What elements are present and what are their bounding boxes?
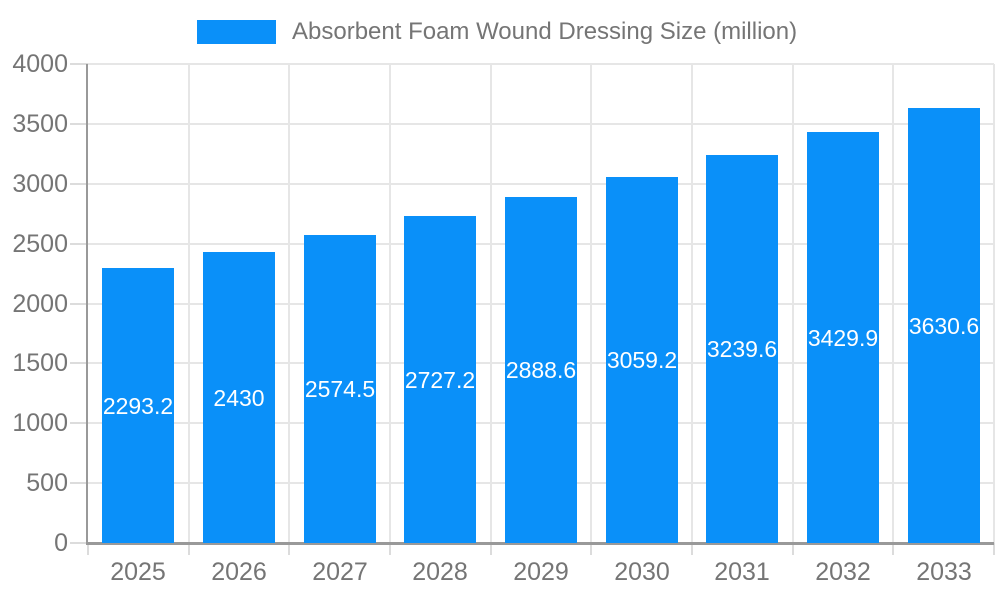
y-tick-label: 500: [26, 469, 68, 497]
x-axis-tick: [490, 543, 492, 555]
y-tick-label: 1500: [12, 349, 68, 377]
bar-value-label: 2430: [213, 385, 265, 411]
y-tick-label: 3500: [12, 110, 68, 138]
x-axis-tick: [892, 543, 894, 555]
y-tick-label: 2500: [12, 230, 68, 258]
bar-value-label: 2727.2: [404, 367, 476, 393]
x-axis-tick: [188, 543, 190, 555]
x-axis-line: [86, 542, 994, 545]
legend-item[interactable]: Absorbent Foam Wound Dressing Size (mill…: [197, 18, 797, 46]
bar-value-label: 3630.6: [908, 313, 980, 339]
y-tick-label: 0: [54, 529, 68, 557]
x-tick-label: 2027: [312, 558, 368, 586]
x-gridline: [188, 64, 190, 543]
x-tick-label: 2026: [211, 558, 267, 586]
x-axis-tick: [389, 543, 391, 555]
x-gridline: [993, 64, 995, 543]
y-axis-tick: [70, 542, 88, 544]
bar-2025: [102, 268, 174, 543]
y-axis-tick: [70, 422, 88, 424]
x-gridline: [892, 64, 894, 543]
bar-value-label: 2888.6: [505, 357, 577, 383]
y-axis-tick: [70, 183, 88, 185]
y-axis-tick: [70, 482, 88, 484]
x-gridline: [490, 64, 492, 543]
bar-2032: [807, 132, 879, 543]
y-axis-tick: [70, 123, 88, 125]
bar-value-label: 2574.5: [304, 376, 376, 402]
bar-2029: [505, 197, 577, 543]
bar-2028: [404, 216, 476, 543]
y-axis-line: [86, 64, 88, 545]
y-axis-tick: [70, 243, 88, 245]
bar-2033: [908, 108, 980, 543]
y-axis-tick: [70, 303, 88, 305]
x-tick-label: 2033: [916, 558, 972, 586]
y-axis-tick: [70, 63, 88, 65]
legend-label: Absorbent Foam Wound Dressing Size (mill…: [292, 18, 798, 45]
bar-value-label: 3059.2: [606, 347, 678, 373]
x-gridline: [288, 64, 290, 543]
y-gridline: [88, 63, 994, 65]
x-gridline: [792, 64, 794, 543]
x-gridline: [590, 64, 592, 543]
y-tick-label: 1000: [12, 409, 68, 437]
y-gridline: [88, 183, 994, 185]
x-axis-tick: [87, 543, 89, 555]
x-tick-label: 2025: [110, 558, 166, 586]
legend-swatch-icon: [197, 20, 276, 44]
x-tick-label: 2031: [714, 558, 770, 586]
x-tick-label: 2028: [412, 558, 468, 586]
x-axis-tick: [691, 543, 693, 555]
x-gridline: [389, 64, 391, 543]
bar-value-label: 3239.6: [706, 336, 778, 362]
y-tick-label: 4000: [12, 50, 68, 78]
x-axis-tick: [792, 543, 794, 555]
y-tick-label: 3000: [12, 170, 68, 198]
x-axis-tick: [590, 543, 592, 555]
y-gridline: [88, 123, 994, 125]
bar-2027: [304, 235, 376, 543]
bar-2026: [203, 252, 275, 543]
x-gridline: [691, 64, 693, 543]
x-tick-label: 2032: [815, 558, 871, 586]
x-tick-label: 2029: [513, 558, 569, 586]
bar-2030: [606, 177, 678, 543]
bar-2031: [706, 155, 778, 543]
bar-value-label: 3429.9: [807, 325, 879, 351]
y-axis-tick: [70, 362, 88, 364]
x-axis-tick: [288, 543, 290, 555]
y-tick-label: 2000: [12, 290, 68, 318]
x-axis-tick: [993, 543, 995, 555]
bar-value-label: 2293.2: [102, 393, 174, 419]
x-tick-label: 2030: [614, 558, 670, 586]
